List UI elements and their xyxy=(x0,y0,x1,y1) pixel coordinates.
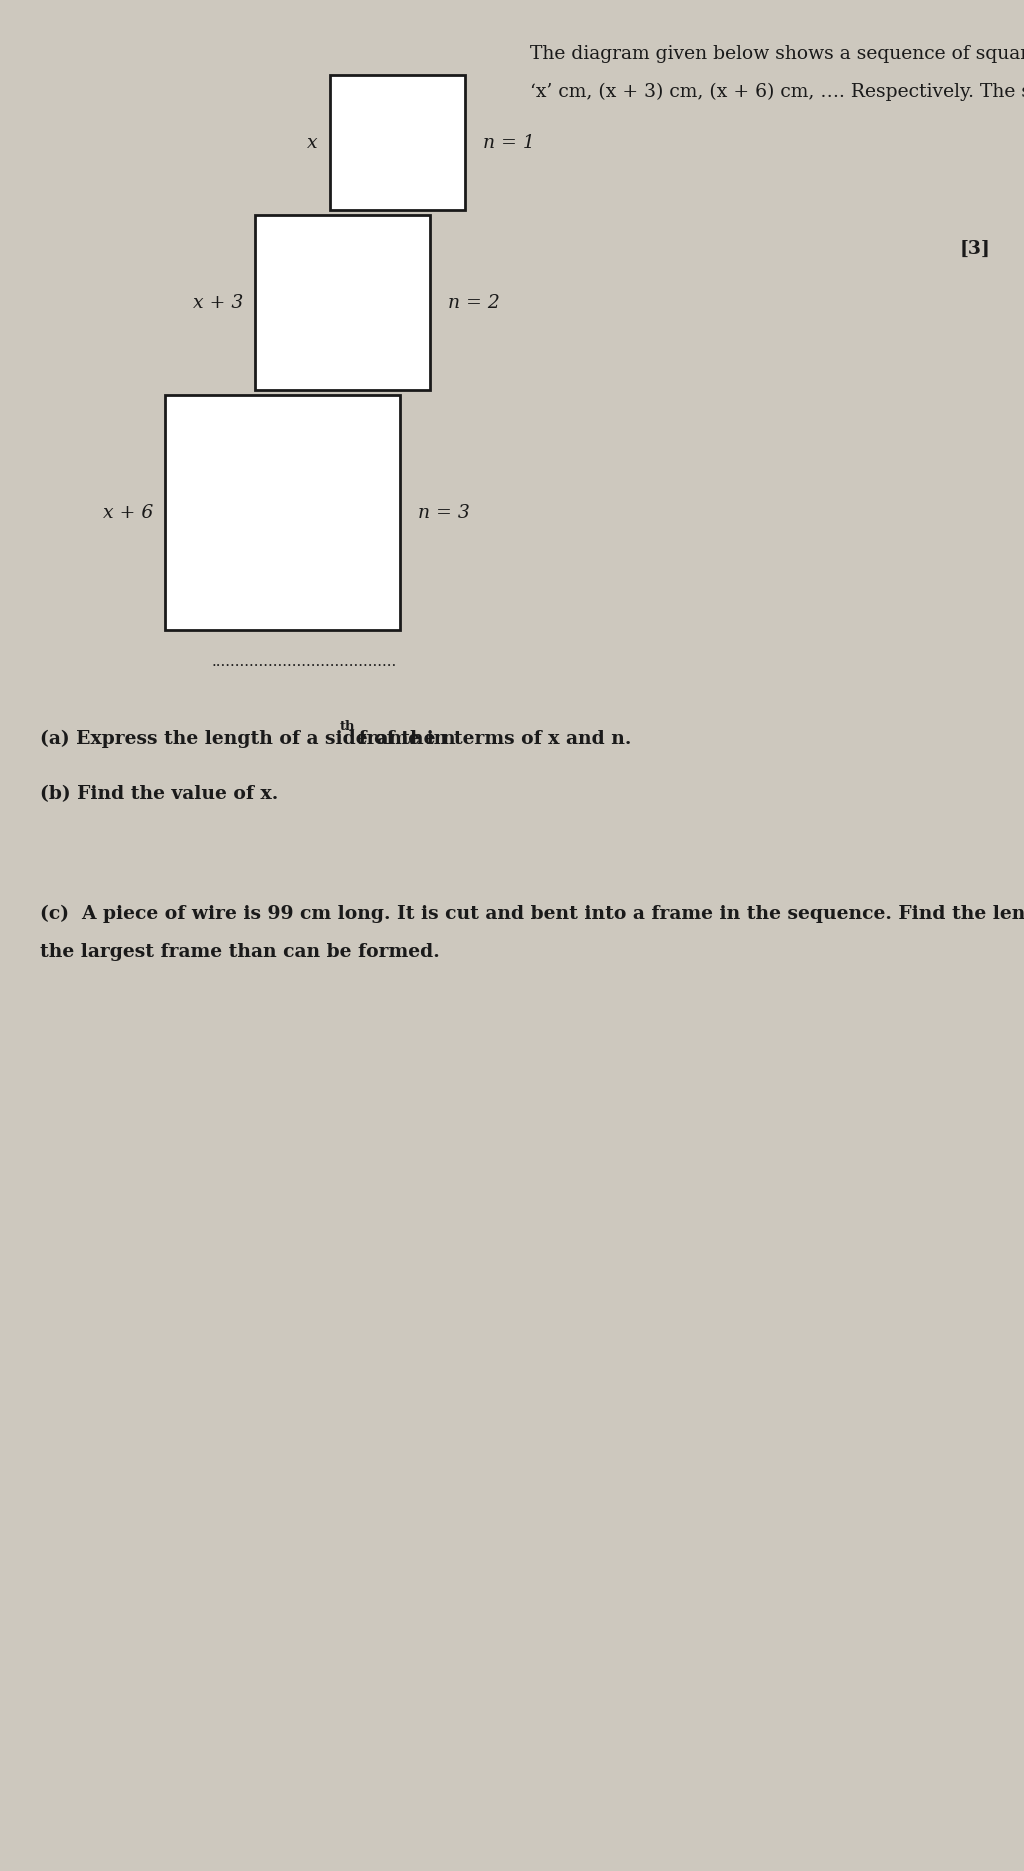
Text: the largest frame than can be formed.: the largest frame than can be formed. xyxy=(40,943,439,962)
Bar xyxy=(330,75,465,210)
Text: The diagram given below shows a sequence of square wire frames. The lengths of a: The diagram given below shows a sequence… xyxy=(530,45,1024,64)
Text: [3]: [3] xyxy=(961,239,991,258)
Text: n = 3: n = 3 xyxy=(418,503,470,522)
Text: x + 3: x + 3 xyxy=(193,294,243,311)
Text: n = 2: n = 2 xyxy=(449,294,500,311)
Text: .......................................: ....................................... xyxy=(212,655,397,670)
Text: n = 1: n = 1 xyxy=(483,133,535,152)
Text: frame in terms of x and n.: frame in terms of x and n. xyxy=(352,730,632,748)
Text: (b) Find the value of x.: (b) Find the value of x. xyxy=(40,786,279,803)
Text: ‘x’ cm, (x + 3) cm, (x + 6) cm, …. Respectively. The sum of the areas of the fir: ‘x’ cm, (x + 3) cm, (x + 6) cm, …. Respe… xyxy=(530,82,1024,101)
Text: x + 6: x + 6 xyxy=(102,503,153,522)
Text: (c)  A piece of wire is 99 cm long. It is cut and bent into a frame in the seque: (c) A piece of wire is 99 cm long. It is… xyxy=(40,906,1024,922)
Text: th: th xyxy=(339,720,354,733)
Bar xyxy=(165,395,400,631)
Text: (a) Express the length of a side of the n: (a) Express the length of a side of the … xyxy=(40,730,456,748)
Bar xyxy=(255,215,430,389)
Text: x: x xyxy=(307,133,318,152)
